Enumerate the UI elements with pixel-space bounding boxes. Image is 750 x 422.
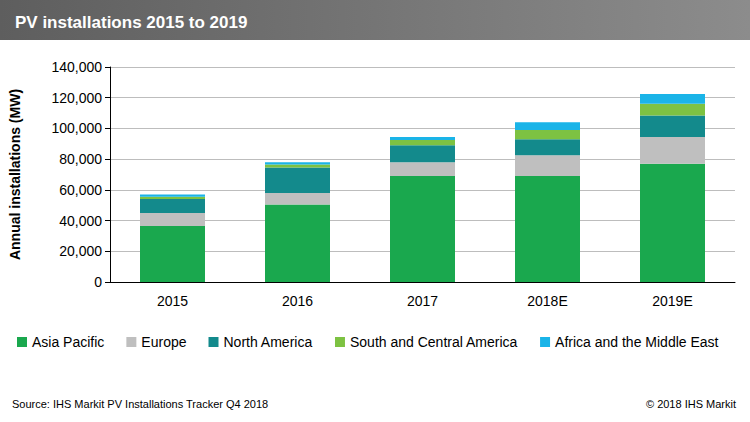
svg-text:Annual installations (MW): Annual installations (MW) bbox=[7, 89, 23, 260]
svg-text:Europe: Europe bbox=[141, 334, 186, 350]
svg-text:Source: IHS Markit PV Installa: Source: IHS Markit PV Installations Trac… bbox=[12, 398, 268, 410]
svg-text:Asia Pacific: Asia Pacific bbox=[32, 334, 104, 350]
svg-text:South and Central America: South and Central America bbox=[350, 334, 518, 350]
svg-text:80,000: 80,000 bbox=[59, 151, 102, 167]
svg-text:PV installations 2015 to 2019: PV installations 2015 to 2019 bbox=[15, 13, 247, 32]
svg-text:North America: North America bbox=[224, 334, 313, 350]
svg-text:2016: 2016 bbox=[282, 293, 313, 309]
svg-text:2018E: 2018E bbox=[527, 293, 567, 309]
svg-text:2015: 2015 bbox=[157, 293, 188, 309]
svg-text:© 2018 IHS Markit: © 2018 IHS Markit bbox=[646, 398, 736, 410]
svg-text:120,000: 120,000 bbox=[51, 90, 102, 106]
svg-text:60,000: 60,000 bbox=[59, 182, 102, 198]
svg-text:0: 0 bbox=[94, 274, 102, 290]
svg-text:2019E: 2019E bbox=[652, 293, 692, 309]
svg-text:140,000: 140,000 bbox=[51, 59, 102, 75]
svg-text:100,000: 100,000 bbox=[51, 120, 102, 136]
svg-text:40,000: 40,000 bbox=[59, 213, 102, 229]
svg-text:20,000: 20,000 bbox=[59, 243, 102, 259]
svg-text:Africa and the Middle East: Africa and the Middle East bbox=[555, 334, 719, 350]
svg-text:2017: 2017 bbox=[407, 293, 438, 309]
